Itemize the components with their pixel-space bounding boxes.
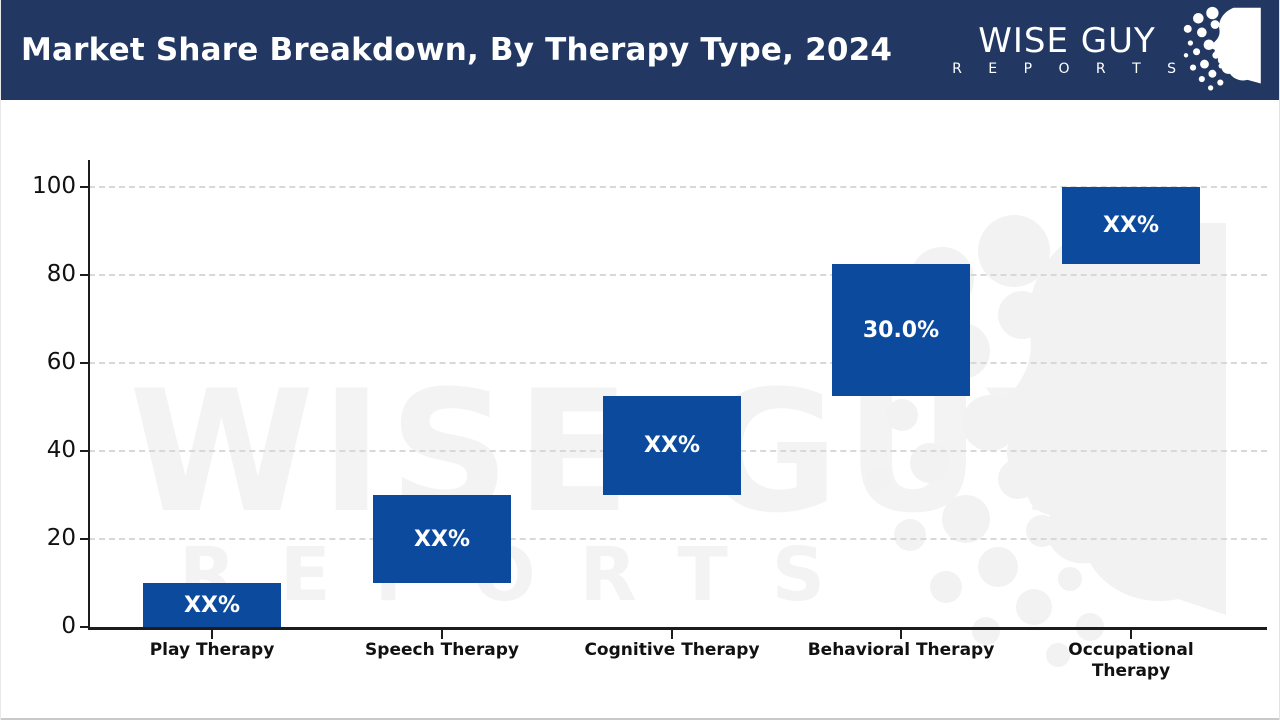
x-axis-label-line: Play Therapy	[149, 640, 275, 660]
gridline	[89, 362, 1267, 364]
bar-value-label: XX%	[644, 433, 700, 458]
x-axis-line	[89, 627, 1267, 630]
header-bar: Market Share Breakdown, By Therapy Type,…	[1, 0, 1279, 100]
y-axis-tick	[80, 626, 89, 628]
y-axis-tick-label: 40	[46, 437, 76, 463]
x-axis-tick	[441, 630, 443, 639]
footer-divider	[1, 718, 1279, 720]
bar-occupational-therapy: XX%	[1062, 187, 1200, 264]
y-axis-tick	[80, 538, 89, 540]
x-axis-label-cognitive-therapy: Cognitive Therapy	[562, 640, 782, 661]
y-axis-tick	[80, 186, 89, 188]
x-axis-tick	[211, 630, 213, 639]
gridline	[89, 186, 1267, 188]
bar-cognitive-therapy: XX%	[603, 396, 741, 495]
x-axis-label-line: Occupational	[1068, 640, 1194, 660]
x-axis-label-occupational-therapy: Occupational Therapy	[1021, 640, 1241, 681]
y-axis-tick-label: 0	[61, 613, 76, 639]
brand-logo: WISE GUY R E P O R T S	[947, 6, 1265, 94]
brand-logo-face-icon	[1183, 6, 1261, 91]
x-axis-label-speech-therapy: Speech Therapy	[332, 640, 552, 661]
x-axis-tick	[671, 630, 673, 639]
bar-value-label: XX%	[1103, 213, 1159, 238]
y-axis-line	[88, 160, 90, 630]
bar-value-label: XX%	[414, 526, 470, 552]
x-axis-label-line: Speech Therapy	[365, 640, 519, 660]
y-axis-tick	[80, 362, 89, 364]
brand-logo-subtitle: R E P O R T S	[952, 61, 1187, 77]
x-axis-label-line: Cognitive Therapy	[584, 640, 760, 660]
bar-speech-therapy: XX%	[373, 495, 511, 583]
y-axis-tick-label: 20	[46, 525, 76, 551]
y-axis-tick	[80, 450, 89, 452]
bar-behavioral-therapy: 30.0%	[832, 264, 970, 396]
bar-play-therapy: XX%	[143, 583, 281, 627]
x-axis-tick	[900, 630, 902, 639]
x-axis-label-play-therapy: Play Therapy	[102, 640, 322, 661]
y-axis-tick	[80, 274, 89, 276]
brand-logo-text: WISE GUY R E P O R T S	[947, 24, 1187, 76]
brand-logo-wordmark: WISE GUY	[978, 21, 1156, 61]
gridline	[89, 274, 1267, 276]
x-axis-label-line: Behavioral Therapy	[807, 640, 995, 660]
bar-value-label: XX%	[184, 592, 240, 618]
y-axis-tick-label: 100	[32, 173, 76, 199]
x-axis-label-behavioral-therapy: Behavioral Therapy	[791, 640, 1011, 661]
y-axis-tick-label: 80	[46, 261, 76, 287]
gridline	[89, 538, 1267, 540]
watermark-reports-text: REPORTS	[179, 532, 870, 618]
page-title: Market Share Breakdown, By Therapy Type,…	[21, 32, 893, 68]
bar-value-label: 30.0%	[862, 317, 940, 343]
y-axis-tick-label: 60	[46, 349, 76, 375]
x-axis-label-line: Therapy	[1091, 660, 1171, 681]
x-axis-tick	[1130, 630, 1132, 639]
